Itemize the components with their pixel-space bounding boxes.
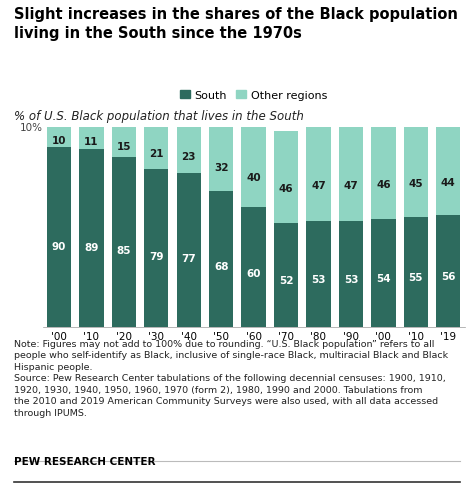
Bar bbox=[79, 150, 103, 327]
Bar bbox=[404, 218, 428, 327]
Bar bbox=[209, 128, 233, 192]
Text: 54: 54 bbox=[376, 274, 391, 284]
Bar bbox=[436, 128, 460, 216]
Text: Slight increases in the shares of the Black population
living in the South since: Slight increases in the shares of the Bl… bbox=[14, 7, 458, 41]
Text: 60: 60 bbox=[246, 268, 261, 278]
Bar bbox=[339, 128, 363, 222]
Bar bbox=[111, 158, 136, 327]
Bar bbox=[306, 222, 331, 327]
Bar bbox=[144, 170, 168, 327]
Bar bbox=[79, 128, 103, 150]
Text: 11: 11 bbox=[84, 137, 99, 146]
Bar bbox=[111, 128, 136, 158]
Text: 56: 56 bbox=[441, 272, 456, 282]
Bar bbox=[47, 148, 71, 327]
Bar bbox=[176, 174, 201, 327]
Text: 45: 45 bbox=[409, 179, 423, 188]
Bar bbox=[241, 128, 266, 207]
Text: 85: 85 bbox=[117, 246, 131, 256]
Bar bbox=[209, 192, 233, 327]
Bar bbox=[371, 128, 396, 220]
Text: 44: 44 bbox=[441, 177, 456, 187]
Text: 46: 46 bbox=[279, 183, 293, 194]
Text: 32: 32 bbox=[214, 163, 228, 172]
Text: 53: 53 bbox=[344, 275, 358, 285]
Text: 47: 47 bbox=[344, 181, 358, 191]
Legend: South, Other regions: South, Other regions bbox=[180, 91, 327, 101]
Bar bbox=[371, 220, 396, 327]
Text: PEW RESEARCH CENTER: PEW RESEARCH CENTER bbox=[14, 456, 156, 466]
Bar bbox=[144, 128, 168, 170]
Text: 68: 68 bbox=[214, 261, 228, 271]
Text: 21: 21 bbox=[149, 149, 164, 159]
Bar bbox=[274, 132, 298, 224]
Text: 79: 79 bbox=[149, 251, 164, 261]
Text: 52: 52 bbox=[279, 275, 293, 285]
Text: 40: 40 bbox=[246, 172, 261, 183]
Bar bbox=[176, 128, 201, 174]
Text: 46: 46 bbox=[376, 180, 391, 190]
Bar bbox=[339, 222, 363, 327]
Text: 23: 23 bbox=[182, 151, 196, 162]
Text: Note: Figures may not add to 100% due to rounding. “U.S. Black population” refer: Note: Figures may not add to 100% due to… bbox=[14, 339, 448, 417]
Text: 53: 53 bbox=[311, 275, 326, 285]
Text: 15: 15 bbox=[117, 142, 131, 151]
Bar bbox=[306, 128, 331, 222]
Text: % of U.S. Black population that lives in the South: % of U.S. Black population that lives in… bbox=[14, 110, 304, 123]
Bar bbox=[241, 207, 266, 327]
Bar bbox=[404, 128, 428, 218]
Text: 55: 55 bbox=[409, 273, 423, 283]
Text: 47: 47 bbox=[311, 181, 326, 191]
Bar bbox=[436, 216, 460, 327]
Text: 10%: 10% bbox=[19, 123, 43, 133]
Text: 89: 89 bbox=[84, 242, 99, 252]
Text: 77: 77 bbox=[182, 253, 196, 263]
Bar bbox=[47, 128, 71, 148]
Text: 10: 10 bbox=[52, 135, 66, 145]
Text: 90: 90 bbox=[52, 242, 66, 251]
Bar bbox=[274, 224, 298, 327]
